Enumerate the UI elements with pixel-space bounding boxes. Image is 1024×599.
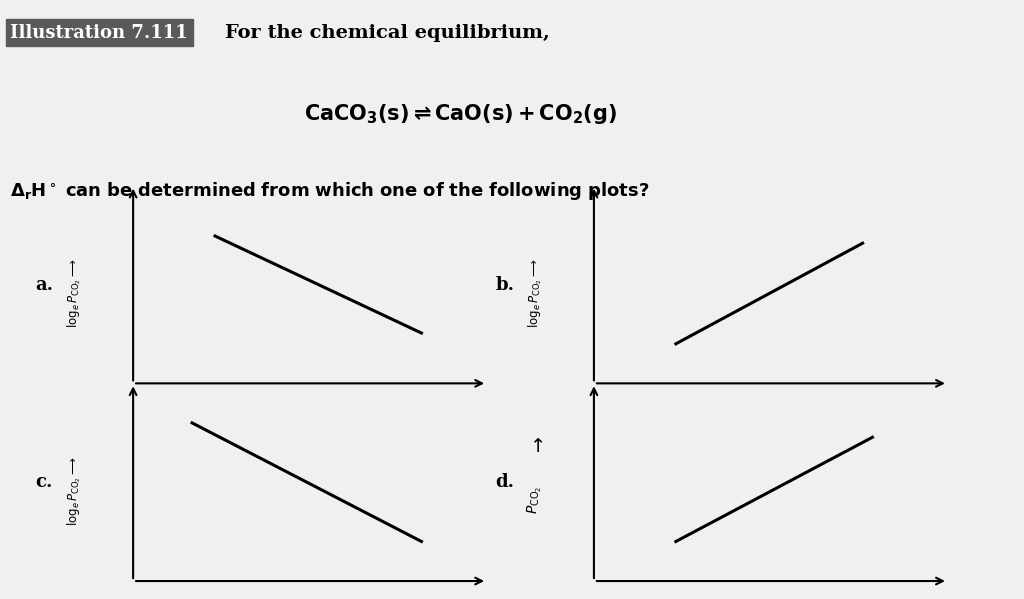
Text: $P_{\mathrm{CO_2}}$: $P_{\mathrm{CO_2}}$ <box>526 486 544 515</box>
Text: c.: c. <box>35 473 52 491</box>
Text: 1/T $\longrightarrow$: 1/T $\longrightarrow$ <box>270 416 324 432</box>
Text: For the chemical equilibrium,: For the chemical equilibrium, <box>225 24 550 42</box>
Text: $\uparrow$: $\uparrow$ <box>526 437 544 456</box>
Text: $\mathbf{CaCO_3(s) \rightleftharpoons CaO(s) + CO_2(g)}$: $\mathbf{CaCO_3(s) \rightleftharpoons Ca… <box>304 102 617 126</box>
Text: a.: a. <box>35 276 53 294</box>
Text: Illustration 7.111: Illustration 7.111 <box>10 24 188 42</box>
Text: $\log_e P_{\mathrm{CO_2}} \longrightarrow$: $\log_e P_{\mathrm{CO_2}} \longrightarro… <box>66 456 83 526</box>
Text: d.: d. <box>496 473 515 491</box>
Text: $\log_e P_{\mathrm{CO_2}} \longrightarrow$: $\log_e P_{\mathrm{CO_2}} \longrightarro… <box>66 259 83 328</box>
Text: T $\longrightarrow$: T $\longrightarrow$ <box>738 416 777 431</box>
Text: $\mathbf{\Delta_r H^\circ}$ $\mathbf{can\ be\ determined\ from\ which\ one\ of\ : $\mathbf{\Delta_r H^\circ}$ $\mathbf{can… <box>10 180 650 202</box>
Text: b.: b. <box>496 276 515 294</box>
Text: $\log_e P_{\mathrm{CO_2}} \longrightarrow$: $\log_e P_{\mathrm{CO_2}} \longrightarro… <box>526 259 544 328</box>
